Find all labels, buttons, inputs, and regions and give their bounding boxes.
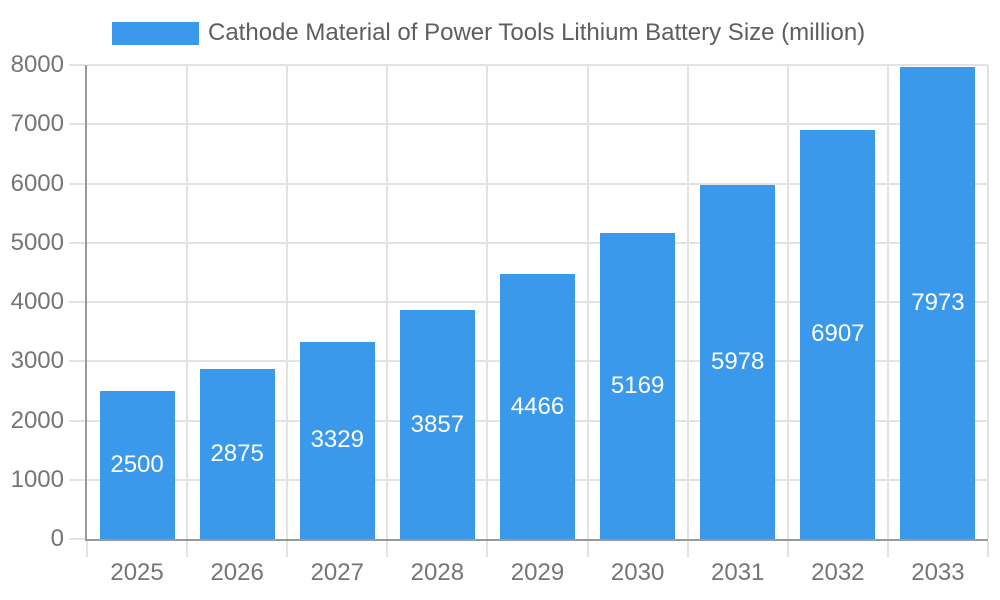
x-tick-label: 2026 [210,559,264,586]
y-tick-label: 4000 [10,288,64,315]
y-tick-label: 0 [50,525,64,552]
gridline-vertical [286,65,289,539]
gridline-horizontal [87,241,988,244]
y-tick-label: 8000 [10,51,64,78]
x-axis-tick [386,541,389,557]
bar-value-label: 5169 [610,371,665,399]
bar-value-label: 2875 [210,439,264,467]
bar-value-label: 5978 [711,347,765,375]
y-tick-label: 5000 [10,228,64,256]
gridline-horizontal [87,123,988,126]
x-axis-tick [786,541,789,557]
y-tick-label: 7000 [10,110,64,138]
y-axis-tick [69,182,85,185]
y-axis-tick [69,360,85,363]
gridline-vertical [486,65,489,539]
y-tick-label: 3000 [10,347,64,375]
bar[interactable]: 2500 [99,390,175,539]
y-axis-tick [69,301,85,303]
x-tick-label: 2030 [610,559,665,586]
x-tick-label: 2028 [410,559,465,586]
y-tick-label: 2000 [10,406,64,434]
y-axis-tick [69,241,85,244]
gridline-vertical [586,65,589,539]
y-axis-tick [69,538,85,540]
legend-label: Cathode Material of Power Tools Lithium … [208,19,866,46]
bar[interactable]: 2875 [199,368,275,539]
gridline-vertical [987,65,989,539]
y-tick-label: 1000 [10,465,64,493]
bar-value-label: 2500 [110,450,164,478]
bar[interactable]: 4466 [500,274,575,539]
y-axis-tick [69,123,85,126]
bar[interactable]: 6907 [800,129,876,539]
gridline-vertical [186,65,189,539]
x-axis-tick [86,541,88,557]
gridline-vertical [386,65,389,539]
x-axis-tick [586,541,589,557]
gridline-horizontal [87,64,988,66]
bar[interactable]: 3329 [299,341,375,539]
x-axis-tick [486,541,489,557]
x-tick-label: 2025 [110,559,164,586]
bar-value-label: 7973 [911,288,965,316]
x-tick-label: 2027 [310,559,364,586]
x-tick-label: 2032 [811,559,865,586]
bar[interactable]: 5169 [600,232,676,539]
x-tick-label: 2031 [711,559,765,586]
x-axis-tick [686,541,689,557]
gridline-vertical [686,65,689,539]
x-axis-tick [886,541,889,557]
y-axis-tick [69,64,85,66]
bar[interactable]: 3857 [399,310,475,539]
legend-swatch-icon [112,21,199,45]
y-tick-label: 6000 [10,169,64,197]
bar-value-label: 4466 [510,392,565,420]
gridline-vertical [786,65,789,539]
bar[interactable]: 7973 [900,66,976,539]
x-axis-tick [186,541,189,557]
bar-value-label: 3857 [410,410,465,438]
x-tick-label: 2029 [510,559,565,586]
x-tick-label: 2033 [911,559,965,586]
bar[interactable]: 5978 [700,184,776,539]
bar-value-label: 6907 [811,320,865,348]
y-axis-tick [69,419,85,422]
bar-value-label: 3329 [310,426,364,454]
plot-area: 0 1000 2000 3000 4000 5000 6000 7000 8000 2500 202… [11,53,989,585]
legend[interactable]: Cathode Material of Power Tools Lithium … [112,21,865,45]
gridline-horizontal [87,182,988,185]
y-axis-tick [69,478,85,481]
gridline-vertical [886,65,889,539]
x-axis-tick [987,541,989,557]
x-axis-tick [286,541,289,557]
